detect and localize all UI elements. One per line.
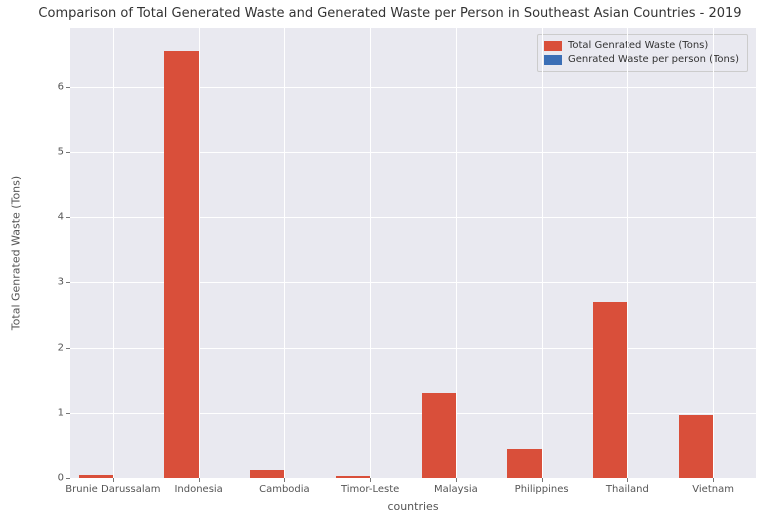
grid-line-v	[113, 28, 114, 478]
figure: Comparison of Total Generated Waste and …	[0, 0, 780, 524]
xtick-mark	[284, 478, 285, 482]
bar	[336, 476, 370, 478]
x-axis-label: countries	[387, 500, 438, 513]
xtick-mark	[370, 478, 371, 482]
ytick-label: 1	[58, 407, 64, 418]
grid-line-v	[456, 28, 457, 478]
y-axis-label: Total Genrated Waste (Tons)	[10, 176, 23, 330]
xtick-mark	[713, 478, 714, 482]
bar	[507, 449, 541, 478]
xtick-label: Malaysia	[434, 484, 478, 495]
xtick-label: Philippines	[515, 484, 569, 495]
ytick-label: 5	[58, 146, 64, 157]
grid-line-v	[627, 28, 628, 478]
grid-line-v	[284, 28, 285, 478]
ytick-mark	[66, 152, 70, 153]
ytick-mark	[66, 87, 70, 88]
xtick-label: Brunie Darussalam	[65, 484, 160, 495]
legend-swatch	[544, 41, 562, 51]
xtick-mark	[627, 478, 628, 482]
legend-label: Total Genrated Waste (Tons)	[568, 39, 708, 53]
xtick-label: Cambodia	[259, 484, 310, 495]
chart-title: Comparison of Total Generated Waste and …	[0, 6, 780, 21]
grid-line-v	[542, 28, 543, 478]
bar	[593, 302, 627, 478]
ytick-mark	[66, 282, 70, 283]
legend: Total Genrated Waste (Tons)Genrated Wast…	[537, 34, 748, 72]
bar	[164, 51, 198, 478]
ytick-mark	[66, 217, 70, 218]
xtick-label: Thailand	[606, 484, 649, 495]
bar	[679, 415, 713, 478]
grid-line-h	[70, 478, 756, 479]
plot-area: Total Genrated Waste (Tons)Genrated Wast…	[70, 28, 756, 478]
ytick-label: 0	[58, 473, 64, 484]
xtick-label: Vietnam	[692, 484, 734, 495]
ytick-label: 2	[58, 342, 64, 353]
bar	[422, 393, 456, 478]
grid-line-v	[713, 28, 714, 478]
xtick-mark	[542, 478, 543, 482]
xtick-label: Timor-Leste	[341, 484, 399, 495]
ytick-label: 4	[58, 212, 64, 223]
xtick-mark	[199, 478, 200, 482]
grid-line-v	[370, 28, 371, 478]
legend-swatch	[544, 55, 562, 65]
bar	[79, 475, 113, 478]
legend-item: Total Genrated Waste (Tons)	[544, 39, 739, 53]
ytick-mark	[66, 478, 70, 479]
legend-item: Genrated Waste per person (Tons)	[544, 53, 739, 67]
ytick-mark	[66, 413, 70, 414]
xtick-mark	[456, 478, 457, 482]
ytick-label: 6	[58, 81, 64, 92]
bar	[250, 470, 284, 478]
xtick-label: Indonesia	[174, 484, 222, 495]
ytick-label: 3	[58, 277, 64, 288]
xtick-mark	[113, 478, 114, 482]
grid-line-v	[199, 28, 200, 478]
ytick-mark	[66, 348, 70, 349]
